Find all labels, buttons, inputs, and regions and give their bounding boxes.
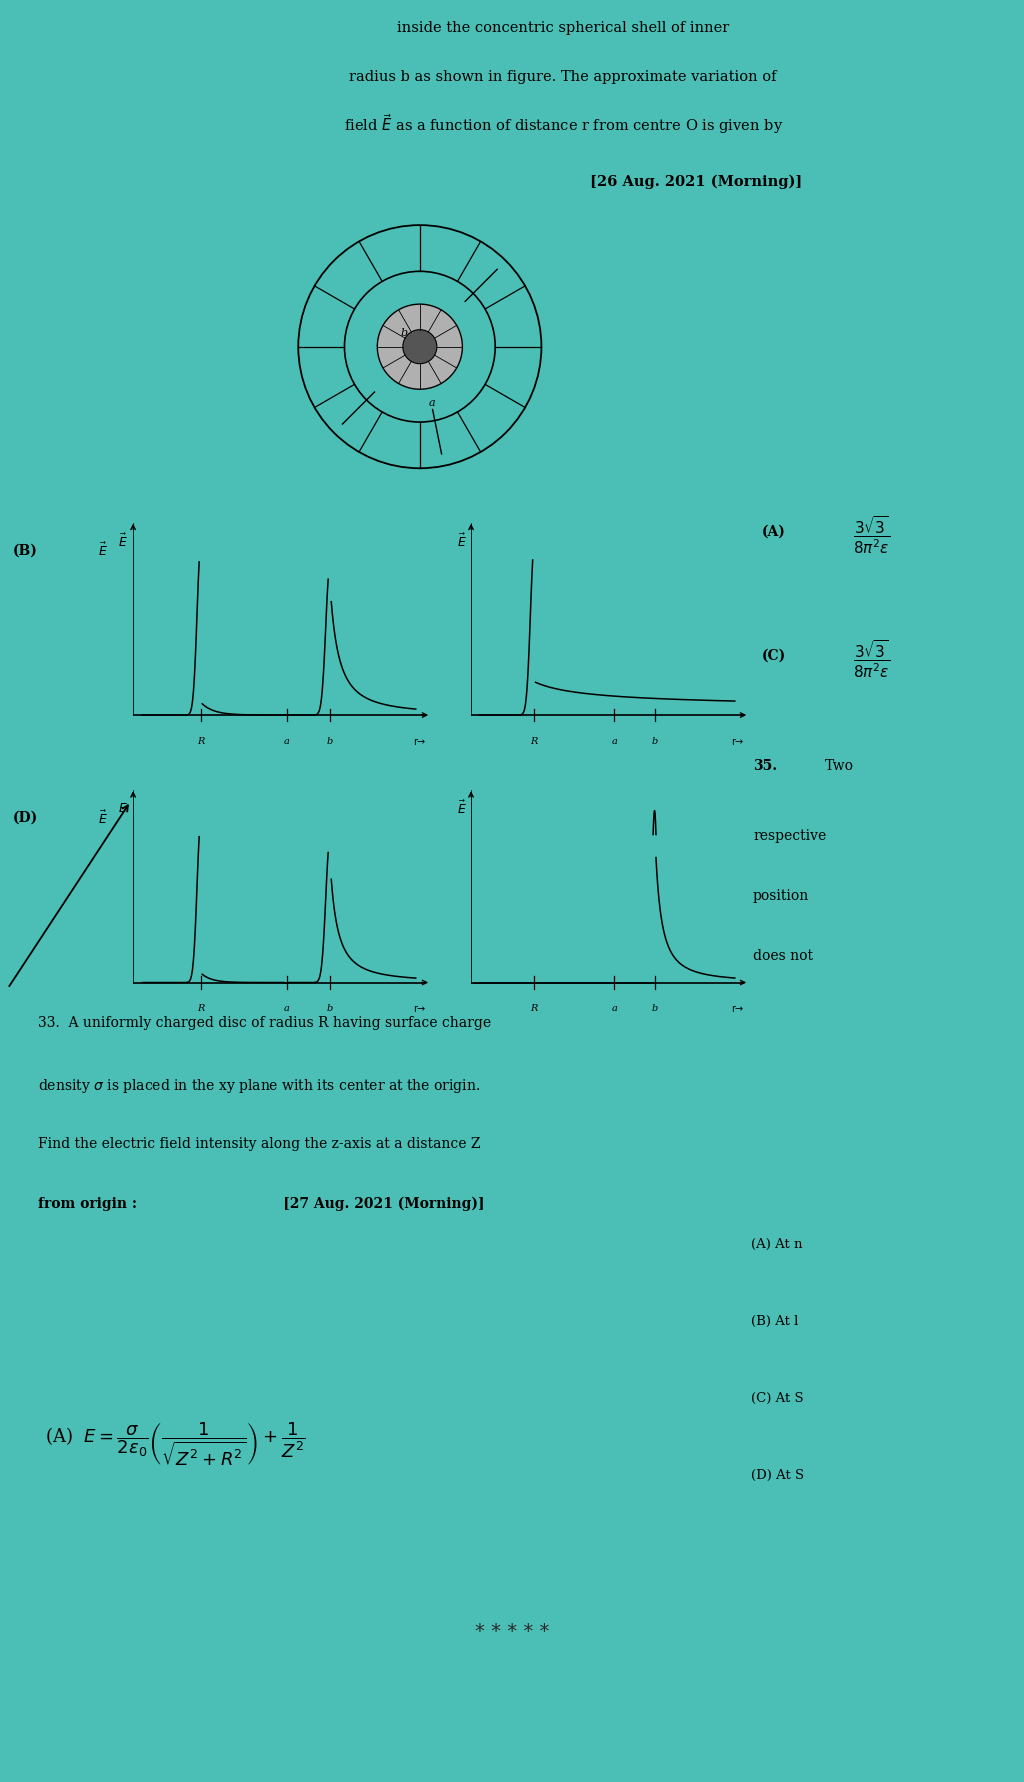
Text: 33.  A uniformly charged disc of radius R having surface charge: 33. A uniformly charged disc of radius R…	[38, 1016, 492, 1030]
Text: a: a	[611, 736, 617, 745]
Text: (A) At n: (A) At n	[751, 1237, 803, 1251]
Text: R: R	[530, 1003, 538, 1012]
Text: (B) At l: (B) At l	[751, 1315, 799, 1328]
Text: (A)  $E = \dfrac{\sigma}{2\varepsilon_0}\left(\dfrac{1}{\sqrt{Z^2+R^2}}\right) +: (A) $E = \dfrac{\sigma}{2\varepsilon_0}\…	[45, 1420, 305, 1467]
Text: (D): (D)	[12, 811, 38, 825]
Circle shape	[402, 330, 437, 365]
Text: a: a	[284, 736, 290, 745]
Text: r→: r→	[413, 736, 425, 747]
Text: r→: r→	[731, 1003, 743, 1014]
Text: $E$: $E$	[118, 802, 128, 814]
Text: b: b	[327, 1003, 333, 1012]
Text: Find the electric field intensity along the z-axis at a distance Z: Find the electric field intensity along …	[38, 1137, 480, 1149]
Text: b: b	[651, 1003, 657, 1012]
Text: r→: r→	[731, 736, 743, 747]
Text: a: a	[611, 1003, 617, 1012]
Text: $\vec{E}$: $\vec{E}$	[118, 533, 128, 549]
Text: R: R	[197, 1003, 205, 1012]
Text: R: R	[530, 736, 538, 745]
Text: [26 Aug. 2021 (Morning)]: [26 Aug. 2021 (Morning)]	[590, 175, 803, 189]
Text: respective: respective	[753, 829, 826, 843]
Text: (C): (C)	[761, 649, 785, 663]
Text: a: a	[284, 1003, 290, 1012]
Text: (C) At S: (C) At S	[751, 1392, 804, 1404]
Text: $\vec{E}$: $\vec{E}$	[457, 800, 467, 816]
Text: b: b	[400, 328, 408, 337]
Text: $\vec{E}$: $\vec{E}$	[98, 542, 109, 560]
Text: density $\sigma$ is placed in the xy plane with its center at the origin.: density $\sigma$ is placed in the xy pla…	[38, 1076, 480, 1094]
Text: R: R	[197, 736, 205, 745]
Text: $\dfrac{3\sqrt{3}}{8\pi^2\varepsilon}$: $\dfrac{3\sqrt{3}}{8\pi^2\varepsilon}$	[853, 513, 890, 556]
Circle shape	[377, 305, 463, 390]
Text: $\vec{E}$: $\vec{E}$	[457, 533, 467, 549]
Text: field $\vec{E}$ as a function of distance r from centre O is given by: field $\vec{E}$ as a function of distanc…	[344, 112, 782, 135]
Text: b: b	[651, 736, 657, 745]
Text: Two: Two	[825, 759, 854, 772]
Text: $\vec{E}$: $\vec{E}$	[98, 809, 109, 827]
Text: b: b	[327, 736, 333, 745]
Text: (D) At S: (D) At S	[751, 1468, 804, 1481]
Text: $\dfrac{3\sqrt{3}}{8\pi^2\varepsilon}$: $\dfrac{3\sqrt{3}}{8\pi^2\varepsilon}$	[853, 638, 890, 681]
Text: from origin :                              [27 Aug. 2021 (Morning)]: from origin : [27 Aug. 2021 (Morning)]	[38, 1196, 484, 1210]
Text: position: position	[753, 887, 809, 902]
Text: inside the concentric spherical shell of inner: inside the concentric spherical shell of…	[397, 21, 729, 36]
Text: * * * * *: * * * * *	[475, 1622, 549, 1639]
Text: (B): (B)	[12, 544, 37, 558]
Text: 35.: 35.	[753, 759, 777, 772]
Text: does not: does not	[753, 948, 813, 962]
Text: a: a	[429, 397, 435, 408]
Text: (A): (A)	[761, 524, 785, 538]
Text: radius b as shown in figure. The approximate variation of: radius b as shown in figure. The approxi…	[349, 69, 777, 84]
Text: r→: r→	[413, 1003, 425, 1014]
